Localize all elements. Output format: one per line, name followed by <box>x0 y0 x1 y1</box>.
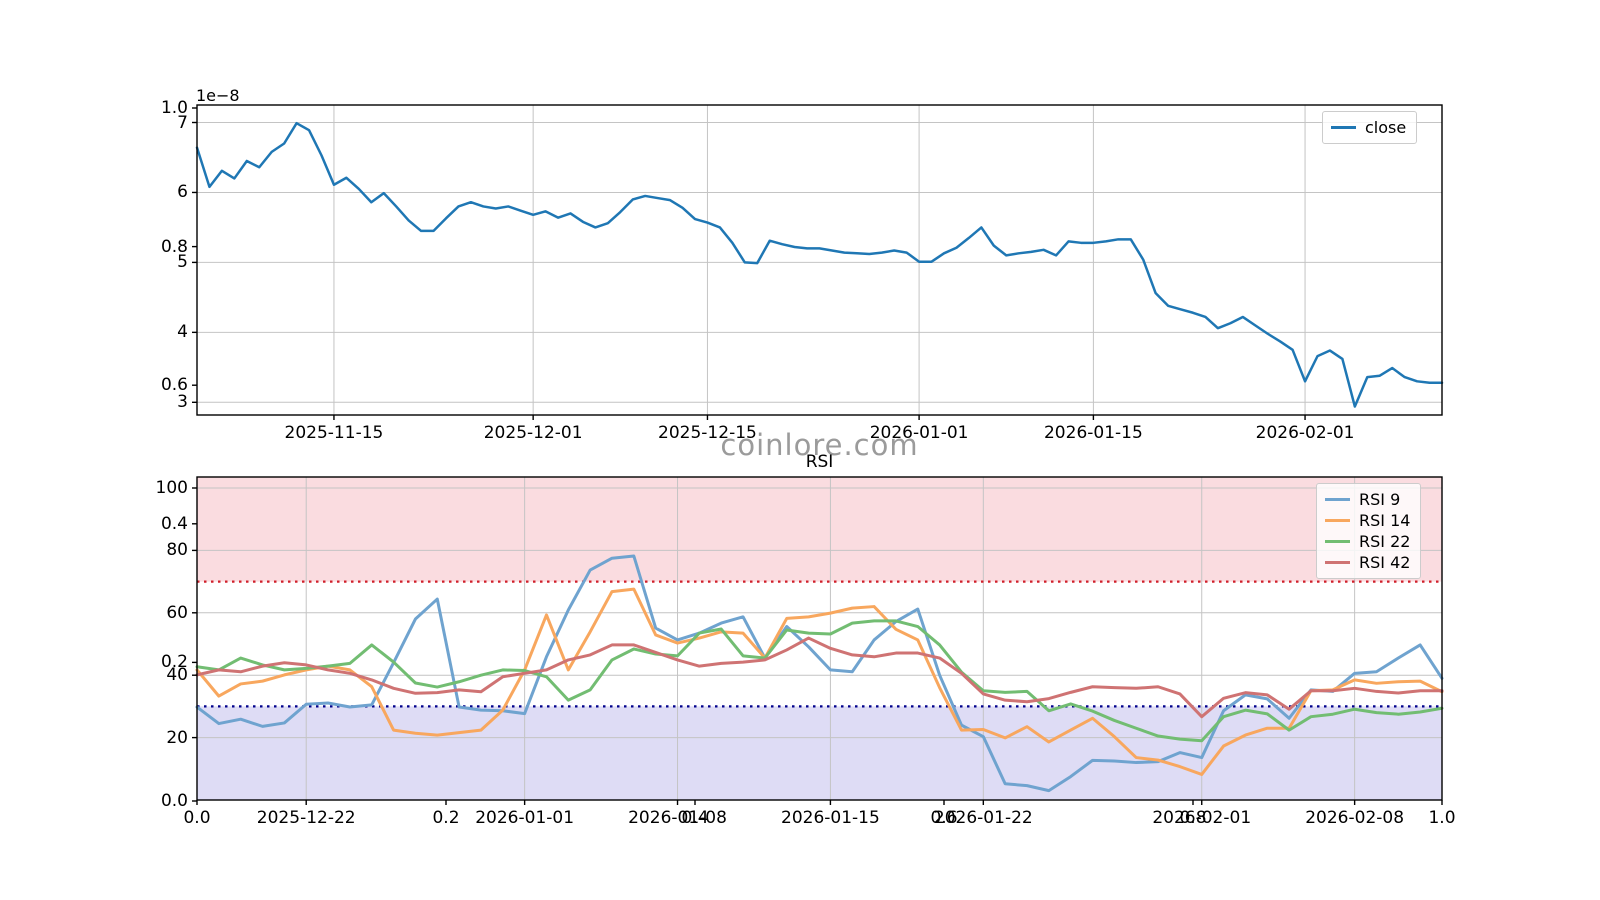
legend-item-rsi22: RSI 22 <box>1325 531 1410 552</box>
rsi-x-tick-label: 2026-01-08 <box>628 808 727 828</box>
legend-label-rsi14: RSI 14 <box>1359 511 1411 530</box>
price-y-tick-label: 6 <box>177 182 188 203</box>
rsi42-line-swatch <box>1325 561 1350 564</box>
overlay-y-tick-label: 1.0 <box>160 98 188 118</box>
overlay-x-tick-label: 0.8 <box>1179 808 1207 828</box>
rsi-y-tick-label: 20 <box>166 727 188 748</box>
price-y-tick-label: 4 <box>177 322 188 343</box>
rsi-y-tick-label: 100 <box>155 478 188 498</box>
price-x-tick-label: 2025-12-15 <box>658 423 757 443</box>
rsi-legend: RSI 9 RSI 14 RSI 22 RSI 42 <box>1316 483 1422 579</box>
price-x-tick-label: 2025-12-01 <box>483 423 583 443</box>
price-y-tick-label: 7 <box>177 112 188 133</box>
rsi-x-tick-label: 2026-02-08 <box>1305 808 1405 828</box>
rsi-y-tick-label: 40 <box>166 665 188 686</box>
overlay-x-tick-label: 0.0 <box>183 808 211 828</box>
price-y-tick-label: 3 <box>177 392 188 413</box>
legend-label-rsi9: RSI 9 <box>1359 490 1401 509</box>
overlay-y-tick-label: 0.4 <box>160 513 188 534</box>
rsi-x-tick-label: 2025-12-22 <box>256 808 356 828</box>
y-axis-offset-label: 1e−8 <box>196 86 240 105</box>
legend-item-close: close <box>1331 117 1406 138</box>
price-y-tick-label: 5 <box>177 252 188 273</box>
legend-label-rsi42: RSI 42 <box>1359 553 1411 572</box>
overlay-y-tick-label: 0.6 <box>160 375 188 396</box>
legend-item-rsi14: RSI 14 <box>1325 510 1410 531</box>
price-legend: close <box>1322 111 1418 144</box>
overlay-y-tick-label: 0.8 <box>160 236 188 257</box>
overlay-y-tick-label: 0.2 <box>160 652 188 673</box>
overlay-y-tick-label: 0.0 <box>160 791 188 811</box>
rsi9-line-swatch <box>1325 498 1350 501</box>
rsi-x-tick-label: 2026-02-01 <box>1152 808 1252 828</box>
close-line-swatch <box>1331 126 1356 129</box>
price-x-tick-label: 2026-02-01 <box>1255 423 1355 443</box>
overlay-x-tick-label: 0.2 <box>432 808 460 828</box>
overlay-x-tick-label: 0.6 <box>930 808 958 828</box>
rsi-x-tick-label: 2026-01-01 <box>475 808 575 828</box>
rsi22-line-swatch <box>1325 540 1350 543</box>
price-x-tick-label: 2026-01-15 <box>1043 423 1143 443</box>
legend-item-rsi9: RSI 9 <box>1325 489 1410 510</box>
price-x-tick-label: 2026-01-01 <box>869 423 969 443</box>
legend-label-close: close <box>1365 118 1407 137</box>
price-x-tick-label: 2025-11-15 <box>284 423 384 443</box>
rsi-y-tick-label: 60 <box>166 602 188 623</box>
rsi-x-tick-label: 2026-01-15 <box>781 808 880 828</box>
rsi-y-tick-label: 80 <box>166 540 188 561</box>
overlay-x-tick-label: 1.0 <box>1428 808 1456 828</box>
overlay-x-tick-label: 0.4 <box>681 808 709 828</box>
watermark: coinlore.com <box>720 428 919 462</box>
legend-label-rsi22: RSI 22 <box>1359 532 1411 551</box>
legend-item-rsi42: RSI 42 <box>1325 552 1410 573</box>
rsi14-line-swatch <box>1325 519 1350 522</box>
rsi-x-tick-label: 2026-01-22 <box>933 808 1033 828</box>
rsi-panel-title: RSI <box>805 452 834 472</box>
